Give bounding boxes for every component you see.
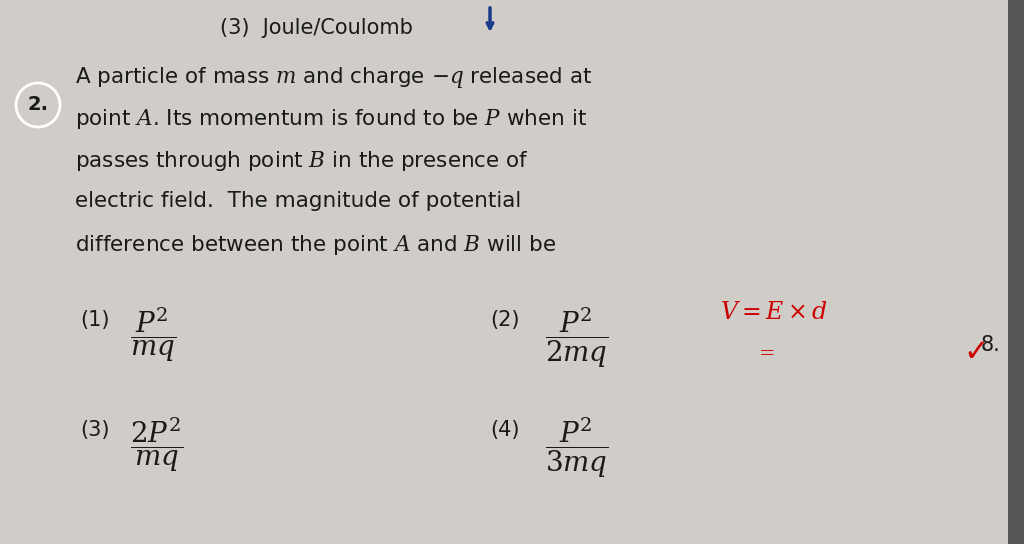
Text: (3): (3) xyxy=(80,420,110,440)
Text: 2.: 2. xyxy=(28,96,48,114)
Text: (1): (1) xyxy=(80,310,110,330)
Text: (2): (2) xyxy=(490,310,519,330)
Text: $=$: $=$ xyxy=(755,342,775,361)
Text: $\dfrac{P^2}{mq}$: $\dfrac{P^2}{mq}$ xyxy=(130,305,176,364)
Text: difference between the point $A$ and $B$ will be: difference between the point $A$ and $B$… xyxy=(75,233,556,257)
Text: ✓: ✓ xyxy=(963,338,988,367)
Text: passes through point $B$ in the presence of: passes through point $B$ in the presence… xyxy=(75,149,529,173)
Text: $V = E \times d$: $V = E \times d$ xyxy=(720,300,828,324)
Text: $\dfrac{2P^2}{mq}$: $\dfrac{2P^2}{mq}$ xyxy=(130,415,183,474)
Text: 8.: 8. xyxy=(980,335,999,355)
Text: A particle of mass $m$ and charge $-q$ released at: A particle of mass $m$ and charge $-q$ r… xyxy=(75,65,592,90)
Text: point $A$. Its momentum is found to be $P$ when it: point $A$. Its momentum is found to be $… xyxy=(75,107,587,131)
FancyBboxPatch shape xyxy=(1008,0,1024,544)
Text: electric field.  The magnitude of potential: electric field. The magnitude of potenti… xyxy=(75,191,521,211)
Text: (3)  Joule/Coulomb: (3) Joule/Coulomb xyxy=(220,18,413,38)
Text: $\dfrac{P^2}{3mq}$: $\dfrac{P^2}{3mq}$ xyxy=(545,415,608,480)
Text: (4): (4) xyxy=(490,420,519,440)
Text: $\dfrac{P^2}{2mq}$: $\dfrac{P^2}{2mq}$ xyxy=(545,305,608,370)
